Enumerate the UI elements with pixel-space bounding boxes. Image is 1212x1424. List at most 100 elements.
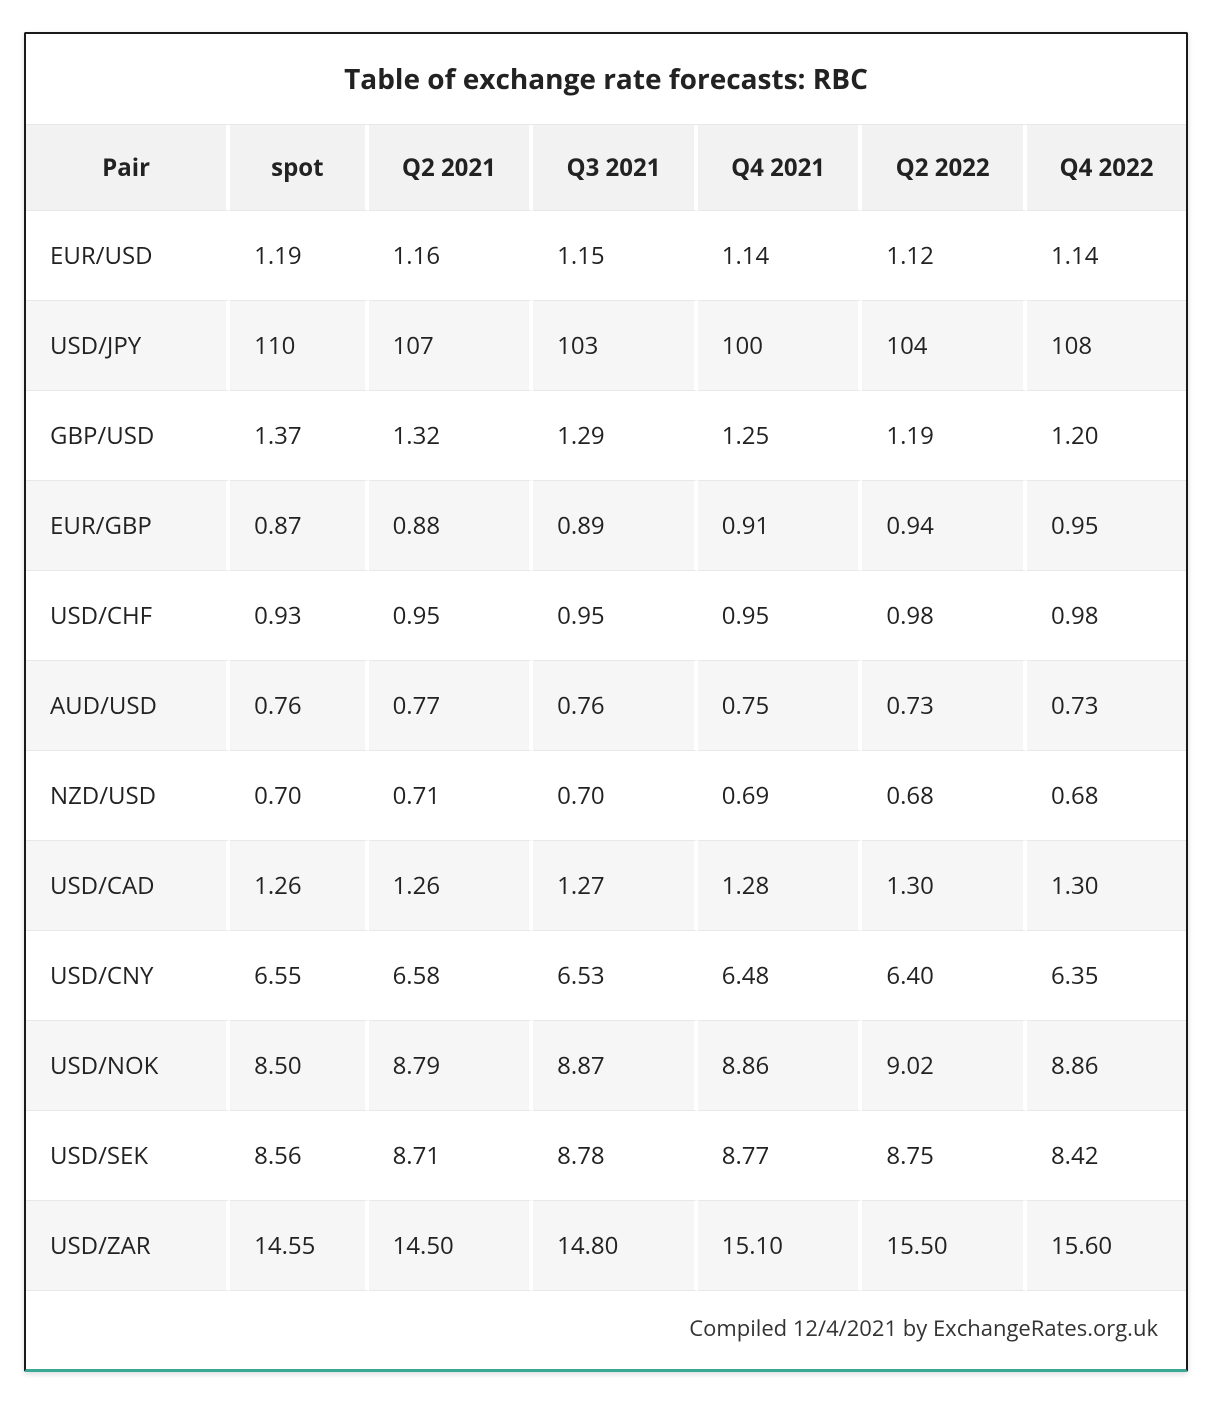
value-cell: 0.68 (862, 751, 1027, 841)
column-header: spot (230, 125, 368, 211)
pair-cell: EUR/GBP (26, 481, 230, 571)
value-cell: 8.77 (698, 1111, 863, 1201)
value-cell: 103 (533, 301, 698, 391)
value-cell: 1.27 (533, 841, 698, 931)
pair-cell: USD/ZAR (26, 1201, 230, 1291)
value-cell: 0.95 (1027, 481, 1186, 571)
pair-cell: NZD/USD (26, 751, 230, 841)
value-cell: 0.91 (698, 481, 863, 571)
value-cell: 9.02 (862, 1021, 1027, 1111)
pair-cell: AUD/USD (26, 661, 230, 751)
value-cell: 8.75 (862, 1111, 1027, 1201)
value-cell: 1.14 (698, 211, 863, 301)
value-cell: 6.40 (862, 931, 1027, 1021)
value-cell: 0.77 (369, 661, 534, 751)
value-cell: 1.26 (369, 841, 534, 931)
column-header: Q4 2022 (1027, 125, 1186, 211)
value-cell: 1.12 (862, 211, 1027, 301)
value-cell: 108 (1027, 301, 1186, 391)
value-cell: 15.60 (1027, 1201, 1186, 1291)
value-cell: 6.53 (533, 931, 698, 1021)
value-cell: 8.86 (698, 1021, 863, 1111)
table-footer: Compiled 12/4/2021 by ExchangeRates.org.… (26, 1291, 1186, 1369)
page: Table of exchange rate forecasts: RBC Pa… (0, 0, 1212, 1412)
value-cell: 1.19 (230, 211, 368, 301)
value-cell: 1.37 (230, 391, 368, 481)
value-cell: 0.70 (230, 751, 368, 841)
pair-cell: USD/CNY (26, 931, 230, 1021)
value-cell: 8.56 (230, 1111, 368, 1201)
pair-cell: USD/SEK (26, 1111, 230, 1201)
value-cell: 107 (369, 301, 534, 391)
value-cell: 8.42 (1027, 1111, 1186, 1201)
value-cell: 1.29 (533, 391, 698, 481)
value-cell: 1.30 (1027, 841, 1186, 931)
table-row: EUR/GBP0.870.880.890.910.940.95 (26, 481, 1186, 571)
table-row: AUD/USD0.760.770.760.750.730.73 (26, 661, 1186, 751)
value-cell: 1.19 (862, 391, 1027, 481)
value-cell: 0.87 (230, 481, 368, 571)
value-cell: 0.95 (369, 571, 534, 661)
table-body: EUR/USD1.191.161.151.141.121.14USD/JPY11… (26, 211, 1186, 1291)
value-cell: 1.32 (369, 391, 534, 481)
value-cell: 0.89 (533, 481, 698, 571)
table-row: USD/NOK8.508.798.878.869.028.86 (26, 1021, 1186, 1111)
value-cell: 1.30 (862, 841, 1027, 931)
table-row: EUR/USD1.191.161.151.141.121.14 (26, 211, 1186, 301)
value-cell: 1.28 (698, 841, 863, 931)
forecast-card: Table of exchange rate forecasts: RBC Pa… (24, 32, 1188, 1372)
column-header: Q4 2021 (698, 125, 863, 211)
value-cell: 14.80 (533, 1201, 698, 1291)
pair-cell: USD/CHF (26, 571, 230, 661)
value-cell: 8.78 (533, 1111, 698, 1201)
table-row: GBP/USD1.371.321.291.251.191.20 (26, 391, 1186, 481)
value-cell: 0.68 (1027, 751, 1186, 841)
value-cell: 1.16 (369, 211, 534, 301)
value-cell: 0.70 (533, 751, 698, 841)
pair-cell: USD/JPY (26, 301, 230, 391)
value-cell: 1.25 (698, 391, 863, 481)
pair-cell: USD/NOK (26, 1021, 230, 1111)
table-row: USD/CAD1.261.261.271.281.301.30 (26, 841, 1186, 931)
value-cell: 8.86 (1027, 1021, 1186, 1111)
pair-cell: EUR/USD (26, 211, 230, 301)
value-cell: 0.75 (698, 661, 863, 751)
table-title: Table of exchange rate forecasts: RBC (26, 34, 1186, 125)
table-row: USD/ZAR14.5514.5014.8015.1015.5015.60 (26, 1201, 1186, 1291)
column-header: Q3 2021 (533, 125, 698, 211)
value-cell: 0.95 (698, 571, 863, 661)
value-cell: 15.50 (862, 1201, 1027, 1291)
value-cell: 6.48 (698, 931, 863, 1021)
value-cell: 6.58 (369, 931, 534, 1021)
value-cell: 6.55 (230, 931, 368, 1021)
forecast-table: PairspotQ2 2021Q3 2021Q4 2021Q2 2022Q4 2… (26, 125, 1186, 1291)
value-cell: 8.50 (230, 1021, 368, 1111)
value-cell: 6.35 (1027, 931, 1186, 1021)
pair-cell: USD/CAD (26, 841, 230, 931)
column-header: Pair (26, 125, 230, 211)
value-cell: 0.71 (369, 751, 534, 841)
value-cell: 1.26 (230, 841, 368, 931)
value-cell: 0.76 (533, 661, 698, 751)
value-cell: 1.14 (1027, 211, 1186, 301)
table-row: USD/JPY110107103100104108 (26, 301, 1186, 391)
value-cell: 100 (698, 301, 863, 391)
value-cell: 8.71 (369, 1111, 534, 1201)
value-cell: 0.98 (862, 571, 1027, 661)
value-cell: 0.76 (230, 661, 368, 751)
value-cell: 14.55 (230, 1201, 368, 1291)
value-cell: 0.93 (230, 571, 368, 661)
value-cell: 0.73 (862, 661, 1027, 751)
table-row: USD/CHF0.930.950.950.950.980.98 (26, 571, 1186, 661)
value-cell: 0.94 (862, 481, 1027, 571)
column-header: Q2 2022 (862, 125, 1027, 211)
value-cell: 8.87 (533, 1021, 698, 1111)
table-row: USD/CNY6.556.586.536.486.406.35 (26, 931, 1186, 1021)
value-cell: 0.88 (369, 481, 534, 571)
value-cell: 15.10 (698, 1201, 863, 1291)
value-cell: 0.95 (533, 571, 698, 661)
pair-cell: GBP/USD (26, 391, 230, 481)
value-cell: 110 (230, 301, 368, 391)
table-row: NZD/USD0.700.710.700.690.680.68 (26, 751, 1186, 841)
column-header: Q2 2021 (369, 125, 534, 211)
